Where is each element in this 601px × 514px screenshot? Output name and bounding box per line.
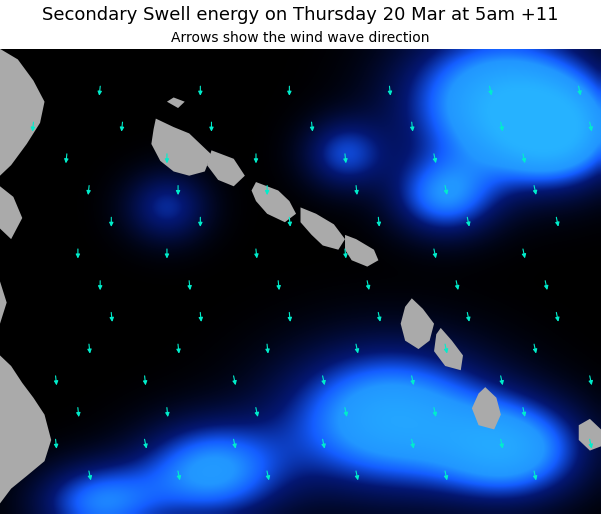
Polygon shape	[0, 186, 22, 239]
Polygon shape	[0, 49, 44, 176]
Text: Arrows show the wind wave direction: Arrows show the wind wave direction	[171, 31, 430, 45]
Polygon shape	[401, 298, 434, 349]
Polygon shape	[579, 419, 601, 451]
Polygon shape	[345, 235, 379, 267]
Polygon shape	[207, 150, 245, 186]
Polygon shape	[300, 208, 345, 250]
Polygon shape	[0, 355, 51, 514]
Polygon shape	[151, 119, 212, 176]
Polygon shape	[434, 328, 463, 370]
Polygon shape	[167, 98, 185, 108]
Text: Secondary Swell energy on Thursday 20 Mar at 5am +11: Secondary Swell energy on Thursday 20 Ma…	[42, 6, 559, 24]
Polygon shape	[252, 182, 296, 222]
Polygon shape	[472, 387, 501, 429]
Polygon shape	[0, 281, 7, 324]
